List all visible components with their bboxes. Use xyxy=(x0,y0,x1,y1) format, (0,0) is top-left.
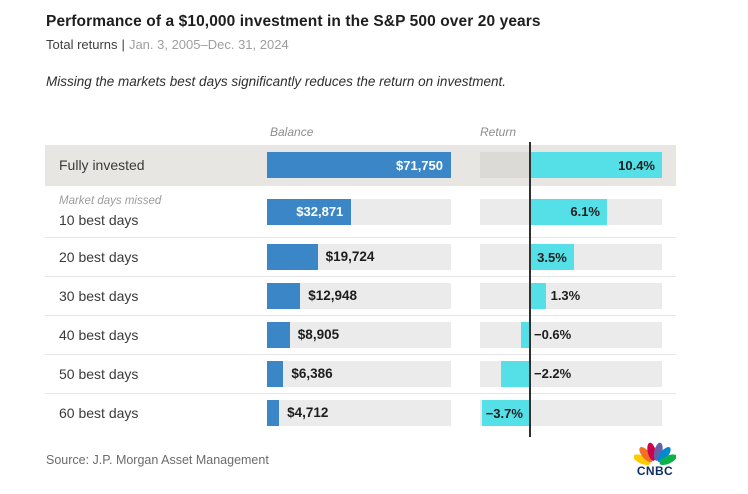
return-zero-axis-line xyxy=(529,142,531,437)
balance-bar xyxy=(267,361,284,387)
return-bar-track: −0.6% xyxy=(480,322,662,348)
table-row: 30 best days $12,948 1.3% xyxy=(45,276,676,315)
row-label-text: 40 best days xyxy=(59,326,139,343)
balance-bar: $32,871 xyxy=(267,198,352,225)
return-bar-track: −3.7% xyxy=(480,400,662,426)
row-label: 40 best days xyxy=(45,327,267,343)
table-row: 60 best days $4,712 −3.7% xyxy=(45,393,676,432)
balance-bar: $71,750 xyxy=(267,152,451,178)
return-value: −0.6% xyxy=(534,327,572,342)
return-value: −3.7% xyxy=(485,405,523,421)
subtitle-separator: | xyxy=(121,37,125,52)
return-bar-track: 6.1% xyxy=(480,198,662,225)
row-label: 30 best days xyxy=(45,288,267,304)
return-bar: −3.7% xyxy=(481,400,529,426)
row-label-text: 30 best days xyxy=(59,287,139,304)
balance-value: $71,750 xyxy=(396,157,443,173)
subtitle-label: Total returns xyxy=(46,37,118,52)
row-label-text: 10 best days xyxy=(59,211,139,228)
return-bar-track: −2.2% xyxy=(480,361,662,387)
balance-value: $8,905 xyxy=(297,327,340,342)
table-row: 50 best days $6,386 −2.2% xyxy=(45,354,676,393)
chart-subtitle: Total returns | Jan. 3, 2005–Dec. 31, 2024 xyxy=(46,37,289,52)
table-row: Market days missed 10 best days $32,871 6.1… xyxy=(45,185,676,237)
balance-value: $6,386 xyxy=(291,366,333,381)
balance-value: $19,724 xyxy=(325,249,375,264)
cnbc-logo-text: CNBC xyxy=(636,464,674,478)
column-header-return: Return xyxy=(480,125,517,139)
return-value: 10.4% xyxy=(618,157,655,173)
balance-bar xyxy=(267,283,301,309)
return-value: 3.5% xyxy=(537,249,567,265)
bar-chart-table: Balance Return Fully invested $71,750 10.4… xyxy=(45,123,676,437)
balance-value: $32,871 xyxy=(296,204,344,219)
footer: Source: J.P. Morgan Asset Management CNB… xyxy=(46,441,678,479)
row-label: Market days missed 10 best days xyxy=(45,195,267,227)
cnbc-logo: CNBC xyxy=(632,442,678,478)
return-bar: 10.4% xyxy=(529,152,662,178)
row-label-text: 60 best days xyxy=(59,404,139,421)
source-text: Source: J.P. Morgan Asset Management xyxy=(46,453,269,467)
balance-value: $12,948 xyxy=(308,288,357,303)
row-label-text: 50 best days xyxy=(59,365,139,382)
return-bar: 6.1% xyxy=(529,198,607,225)
return-bar xyxy=(500,361,529,387)
balance-bar xyxy=(267,400,280,426)
balance-bar-track: $4,712 xyxy=(267,400,451,426)
column-headers: Balance Return xyxy=(45,123,676,145)
balance-value: $4,712 xyxy=(287,405,329,420)
balance-bar-track: $19,724 xyxy=(267,244,451,270)
peacock-icon xyxy=(634,442,676,466)
row-label: 60 best days xyxy=(45,405,267,421)
balance-bar-track: $8,905 xyxy=(267,322,451,348)
table-row: 20 best days $19,724 3.5% xyxy=(45,237,676,276)
balance-bar-track: $12,948 xyxy=(267,283,451,309)
row-label: Fully invested xyxy=(45,157,267,173)
balance-bar-track: $32,871 xyxy=(267,198,451,225)
chart-title: Performance of a $10,000 investment in t… xyxy=(46,13,541,30)
return-value: 1.3% xyxy=(550,288,581,303)
subtitle-date-range: Jan. 3, 2005–Dec. 31, 2024 xyxy=(128,37,289,52)
chart-annotation: Missing the markets best days significan… xyxy=(46,74,506,89)
table-row: Fully invested $71,750 10.4% xyxy=(45,145,676,185)
return-bar-track: 3.5% xyxy=(480,244,662,270)
return-bar xyxy=(521,322,529,348)
return-bar-track: 10.4% xyxy=(480,152,662,178)
return-bar xyxy=(529,283,546,309)
balance-bar-track: $71,750 xyxy=(267,152,451,178)
column-header-balance: Balance xyxy=(270,125,314,139)
row-label-text: Fully invested xyxy=(59,156,145,173)
row-label-text: 20 best days xyxy=(59,248,139,265)
return-bar: 3.5% xyxy=(529,244,574,270)
balance-bar-track: $6,386 xyxy=(267,361,451,387)
return-value: 6.1% xyxy=(570,204,600,219)
row-label: 20 best days xyxy=(45,249,267,265)
table-row: 40 best days $8,905 −0.6% xyxy=(45,315,676,354)
rows-container: Fully invested $71,750 10.4% Market days mi… xyxy=(45,145,676,432)
balance-bar xyxy=(267,322,290,348)
return-bar-track: 1.3% xyxy=(480,283,662,309)
row-sublabel: Market days missed xyxy=(59,195,162,208)
balance-bar xyxy=(267,244,318,270)
row-label: 50 best days xyxy=(45,366,267,382)
return-value: −2.2% xyxy=(534,366,572,381)
